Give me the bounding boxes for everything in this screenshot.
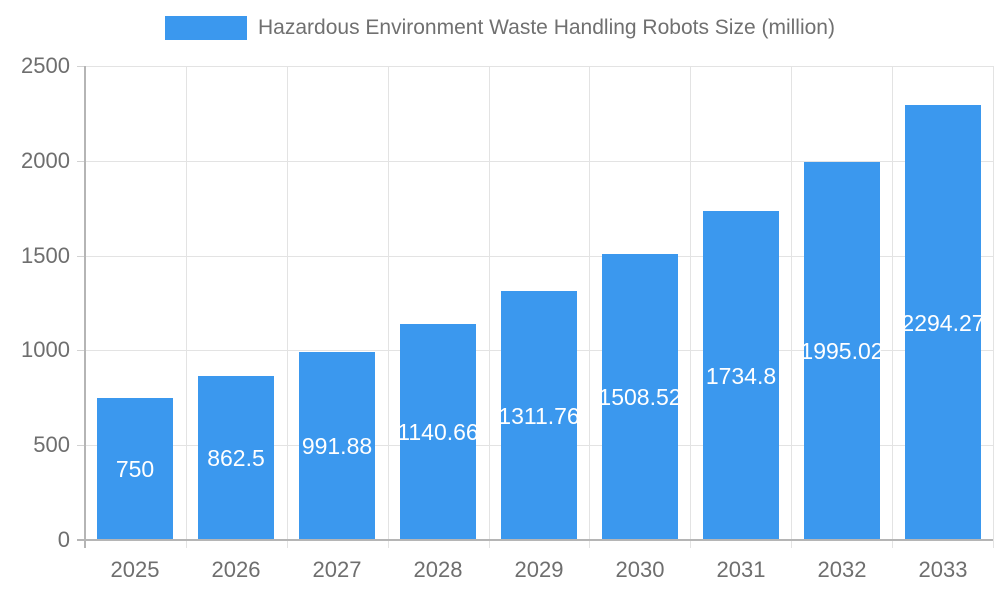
bar-2027[interactable]	[299, 352, 375, 540]
bar-2028[interactable]	[400, 324, 476, 540]
x-axis-tick-label-2026: 2026	[211, 557, 261, 582]
x-axis-tick-label-2031: 2031	[716, 557, 766, 582]
x-axis-tick-label-2033: 2033	[918, 557, 968, 582]
x-axis-line	[77, 539, 993, 541]
bar-2031[interactable]	[703, 211, 779, 540]
bar-2030[interactable]	[602, 254, 678, 540]
v-gridline	[690, 66, 691, 548]
v-gridline	[791, 66, 792, 548]
y-axis-line	[84, 66, 86, 548]
x-axis-tick-label-2030: 2030	[615, 557, 665, 582]
y-tick-mark	[77, 350, 85, 351]
y-tick-mark	[77, 161, 85, 162]
y-axis-tick-label: 500	[33, 432, 70, 457]
v-gridline	[186, 66, 187, 548]
y-axis-tick-label: 2500	[21, 53, 70, 78]
v-gridline	[993, 66, 994, 548]
x-axis-tick-label-2028: 2028	[413, 557, 463, 582]
y-tick-mark	[77, 445, 85, 446]
x-axis-tick-label-2029: 2029	[514, 557, 564, 582]
h-gridline-2000	[85, 161, 993, 162]
bar-2029[interactable]	[501, 291, 577, 540]
v-gridline	[892, 66, 893, 548]
bar-2025[interactable]	[97, 398, 173, 540]
v-gridline	[589, 66, 590, 548]
v-gridline	[287, 66, 288, 548]
bar-2033[interactable]	[905, 105, 981, 540]
bar-2032[interactable]	[804, 162, 880, 540]
h-gridline-2500	[85, 66, 993, 67]
x-axis-tick-label-2027: 2027	[312, 557, 362, 582]
bar-2026[interactable]	[198, 376, 274, 540]
v-gridline	[388, 66, 389, 548]
h-gridline-1500	[85, 256, 993, 257]
legend-swatch-icon	[165, 16, 248, 40]
x-axis-tick-label-2025: 2025	[110, 557, 160, 582]
y-tick-mark	[77, 66, 85, 67]
y-axis-tick-label: 1500	[21, 243, 70, 268]
chart-legend[interactable]: Hazardous Environment Waste Handling Rob…	[0, 16, 1000, 40]
y-axis-tick-label: 2000	[21, 148, 70, 173]
y-axis-tick-label: 1000	[21, 337, 70, 362]
y-axis-tick-label: 0	[57, 527, 70, 552]
v-gridline	[489, 66, 490, 548]
y-tick-mark	[77, 256, 85, 257]
legend-label: Hazardous Environment Waste Handling Rob…	[258, 16, 835, 39]
x-axis-tick-label-2032: 2032	[817, 557, 867, 582]
